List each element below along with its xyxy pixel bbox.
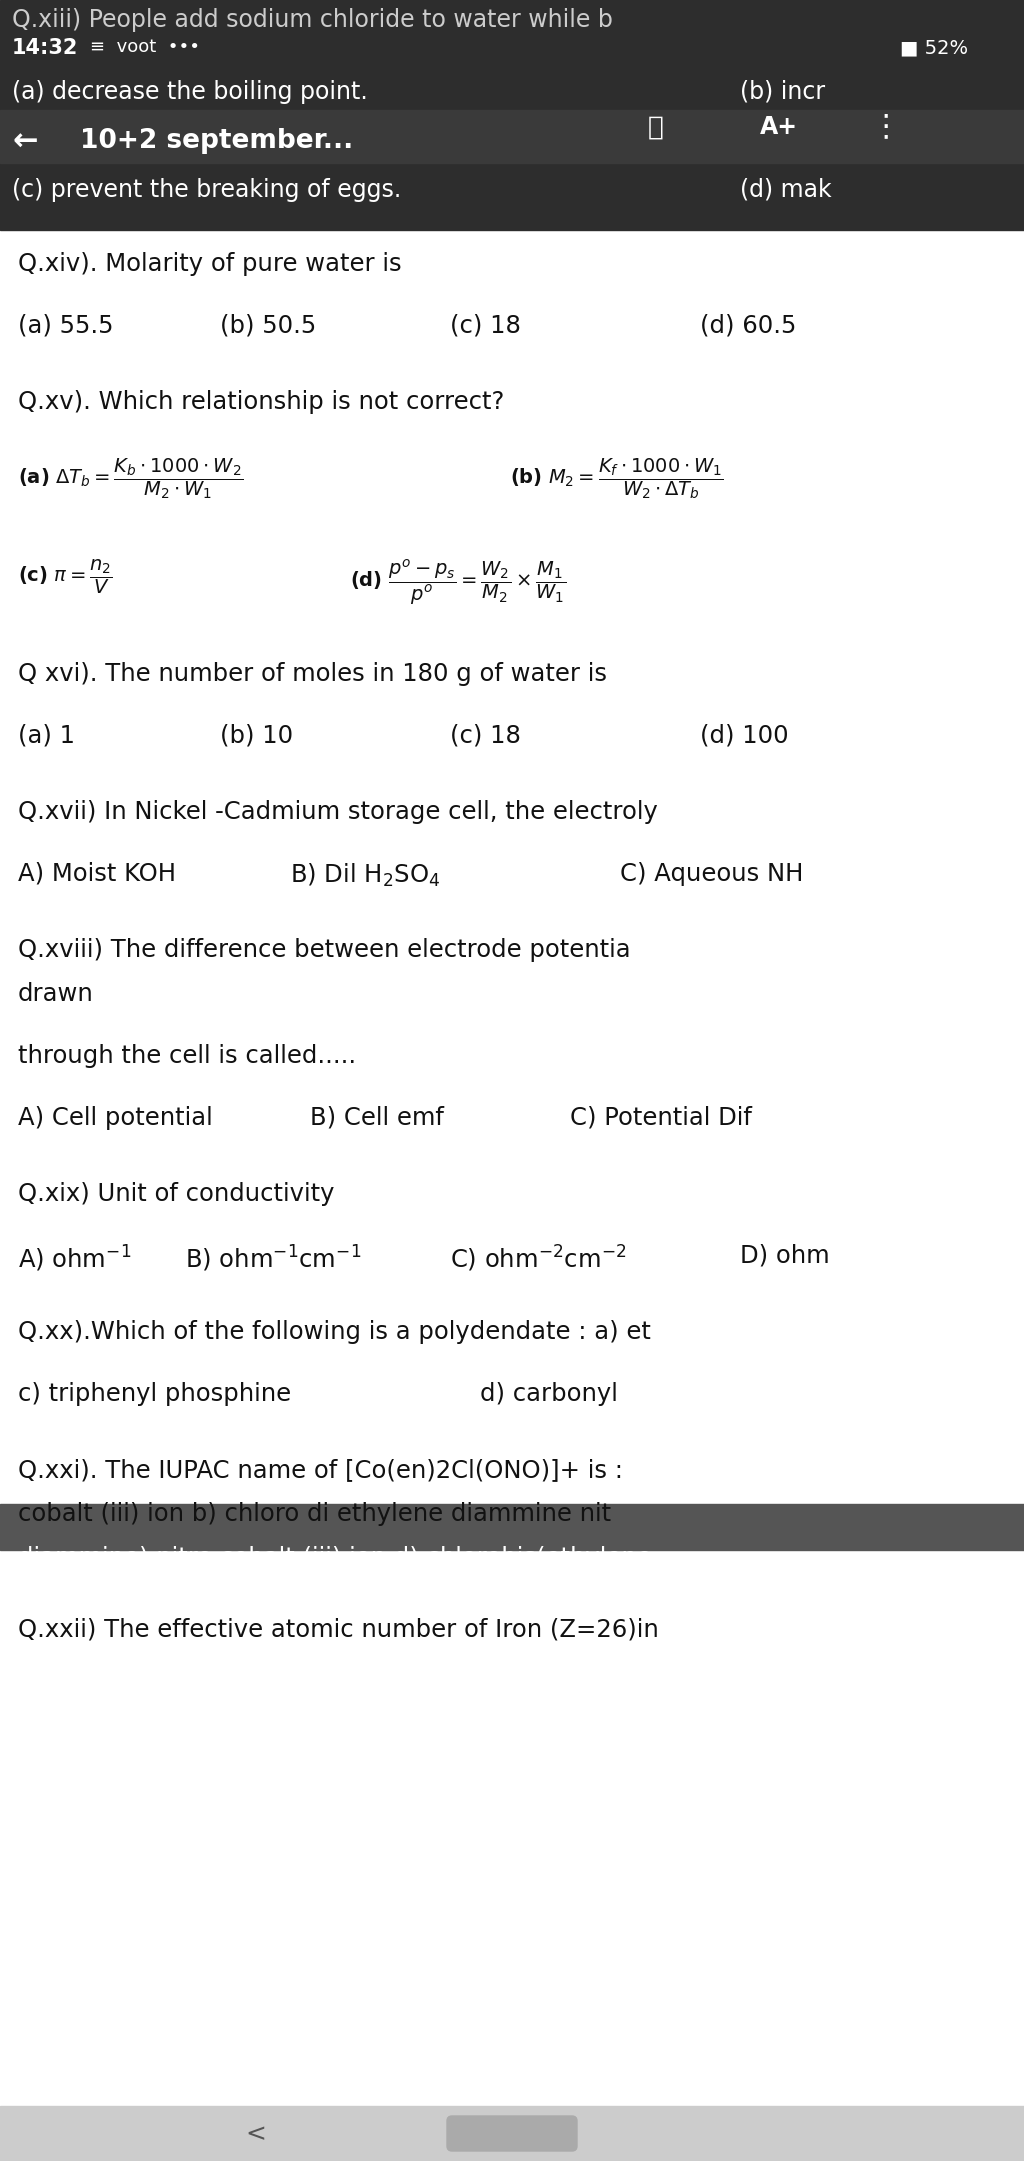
Text: ≡  voot  •••: ≡ voot ••• bbox=[90, 39, 200, 56]
Text: A) ohm$^{-1}$: A) ohm$^{-1}$ bbox=[18, 1245, 131, 1275]
Text: C) Potential Dif: C) Potential Dif bbox=[570, 1106, 752, 1130]
Text: D) ohm: D) ohm bbox=[740, 1245, 829, 1269]
Text: d) carbonyl: d) carbonyl bbox=[480, 1383, 617, 1407]
Text: 10+2 september...: 10+2 september... bbox=[80, 127, 353, 153]
Text: (b) 10: (b) 10 bbox=[220, 724, 293, 748]
Text: Q.xvii) In Nickel -Cadmium storage cell, the electroly: Q.xvii) In Nickel -Cadmium storage cell,… bbox=[18, 800, 657, 823]
Text: cobalt (iii) ion b) chloro di ethylene diammine nit: cobalt (iii) ion b) chloro di ethylene d… bbox=[18, 1502, 611, 1526]
Bar bbox=[0, 1504, 1024, 1549]
Text: (a) 1: (a) 1 bbox=[18, 724, 75, 748]
Text: $\mathbf{(d)}\ \dfrac{p^o - p_s}{p^o} = \dfrac{W_2}{M_2} \times \dfrac{M_1}{W_1}: $\mathbf{(d)}\ \dfrac{p^o - p_s}{p^o} = … bbox=[350, 558, 566, 607]
Text: A+: A+ bbox=[760, 115, 798, 138]
Text: Q.xiv). Molarity of pure water is: Q.xiv). Molarity of pure water is bbox=[18, 253, 401, 277]
Text: (d) mak: (d) mak bbox=[740, 177, 831, 201]
Text: A) Cell potential: A) Cell potential bbox=[18, 1106, 213, 1130]
Text: Q.xiii) People add sodium chloride to water while b: Q.xiii) People add sodium chloride to wa… bbox=[12, 9, 613, 32]
Text: (a) decrease the boiling point.: (a) decrease the boiling point. bbox=[12, 80, 368, 104]
Text: $\mathbf{(c)}\ \pi = \dfrac{n_2}{V}$: $\mathbf{(c)}\ \pi = \dfrac{n_2}{V}$ bbox=[18, 558, 113, 596]
Text: 14:32: 14:32 bbox=[12, 39, 79, 58]
Text: ←: ← bbox=[12, 127, 38, 158]
Bar bbox=[0, 0, 1024, 229]
Text: (c) prevent the breaking of eggs.: (c) prevent the breaking of eggs. bbox=[12, 177, 401, 201]
Text: (b) 50.5: (b) 50.5 bbox=[220, 313, 316, 337]
Text: through the cell is called.....: through the cell is called..... bbox=[18, 1044, 356, 1068]
Text: Q.xviii) The difference between electrode potentia: Q.xviii) The difference between electrod… bbox=[18, 938, 631, 962]
Bar bbox=[0, 2107, 1024, 2161]
Bar bbox=[0, 110, 1024, 162]
Text: drawn: drawn bbox=[18, 981, 94, 1007]
Text: C) ohm$^{-2}$cm$^{-2}$: C) ohm$^{-2}$cm$^{-2}$ bbox=[450, 1245, 627, 1275]
Text: Q.xv). Which relationship is not correct?: Q.xv). Which relationship is not correct… bbox=[18, 389, 505, 415]
Text: (c) 18: (c) 18 bbox=[450, 724, 521, 748]
Text: <: < bbox=[246, 2122, 266, 2146]
Text: $\mathbf{(b)}\ M_2 = \dfrac{K_f \cdot 1000 \cdot W_1}{W_2 \cdot \Delta T_b}$: $\mathbf{(b)}\ M_2 = \dfrac{K_f \cdot 10… bbox=[510, 456, 724, 501]
Text: Q xvi). The number of moles in 180 g of water is: Q xvi). The number of moles in 180 g of … bbox=[18, 661, 607, 685]
Text: $\mathbf{(a)}\ \Delta T_b = \dfrac{K_b \cdot 1000 \cdot W_2}{M_2 \cdot W_1}$: $\mathbf{(a)}\ \Delta T_b = \dfrac{K_b \… bbox=[18, 456, 244, 501]
FancyBboxPatch shape bbox=[447, 2116, 577, 2150]
Text: ⋮: ⋮ bbox=[870, 112, 900, 140]
Text: Q.xix) Unit of conductivity: Q.xix) Unit of conductivity bbox=[18, 1182, 335, 1206]
Text: (b) incr: (b) incr bbox=[740, 80, 825, 104]
Text: ■ 52%: ■ 52% bbox=[900, 39, 968, 56]
Text: B) Dil H$_2$SO$_4$: B) Dil H$_2$SO$_4$ bbox=[290, 862, 440, 888]
Text: (c) 18: (c) 18 bbox=[450, 313, 521, 337]
Text: ⎕: ⎕ bbox=[648, 115, 664, 140]
Text: diammine) nitro cobalt (iii) ion d) chlorobis(ethylene: diammine) nitro cobalt (iii) ion d) chlo… bbox=[18, 1545, 651, 1571]
Text: C) Aqueous NH: C) Aqueous NH bbox=[620, 862, 804, 886]
Text: (d) 100: (d) 100 bbox=[700, 724, 788, 748]
Text: B) Cell emf: B) Cell emf bbox=[310, 1106, 443, 1130]
Text: Q.xx).Which of the following is a polydendate : a) et: Q.xx).Which of the following is a polyde… bbox=[18, 1320, 651, 1344]
Text: Q.xxii) The effective atomic number of Iron (Z=26)in: Q.xxii) The effective atomic number of I… bbox=[18, 1619, 658, 1642]
Text: c) triphenyl phosphine: c) triphenyl phosphine bbox=[18, 1383, 291, 1407]
Text: A) Moist KOH: A) Moist KOH bbox=[18, 862, 176, 886]
Text: (a) 55.5: (a) 55.5 bbox=[18, 313, 114, 337]
Text: (d) 60.5: (d) 60.5 bbox=[700, 313, 797, 337]
Text: Q.xxi). The IUPAC name of [Co(en)2Cl(ONO)]+ is :: Q.xxi). The IUPAC name of [Co(en)2Cl(ONO… bbox=[18, 1459, 623, 1482]
Text: B) ohm$^{-1}$cm$^{-1}$: B) ohm$^{-1}$cm$^{-1}$ bbox=[185, 1245, 361, 1275]
